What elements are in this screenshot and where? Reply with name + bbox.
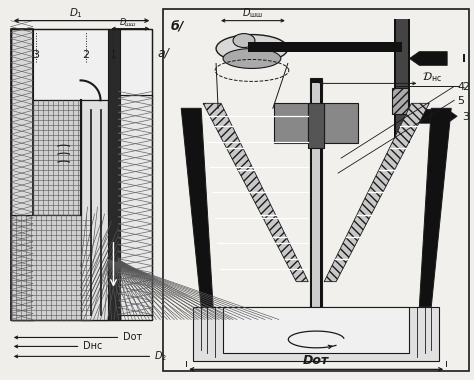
- Bar: [193, 307, 439, 361]
- Ellipse shape: [216, 35, 288, 62]
- Text: б/: б/: [170, 21, 183, 33]
- Bar: [310, 78, 322, 312]
- Bar: [33, 100, 81, 215]
- Ellipse shape: [223, 49, 281, 68]
- Bar: [223, 307, 410, 353]
- Text: $D_1$: $D_1$: [69, 6, 82, 21]
- Bar: [312, 83, 320, 307]
- Text: $D_{\rm шш}$: $D_{\rm шш}$: [242, 6, 264, 21]
- Bar: [392, 89, 409, 114]
- Bar: [11, 28, 33, 320]
- FancyArrow shape: [419, 109, 457, 123]
- Polygon shape: [324, 103, 429, 282]
- Bar: [33, 28, 152, 100]
- Text: 2: 2: [82, 51, 89, 60]
- Polygon shape: [419, 108, 451, 307]
- Bar: [11, 28, 33, 320]
- Text: $D_2$: $D_2$: [155, 349, 167, 363]
- Text: a/: a/: [157, 46, 169, 60]
- Bar: [11, 215, 91, 320]
- Text: 5: 5: [457, 96, 464, 106]
- Text: I: I: [462, 54, 466, 65]
- Bar: [109, 28, 120, 320]
- Bar: [274, 103, 308, 143]
- Bar: [118, 95, 152, 315]
- Polygon shape: [203, 103, 308, 282]
- Bar: [308, 103, 324, 148]
- Text: $\mathcal{D}_{\rm нс}$: $\mathcal{D}_{\rm нс}$: [422, 70, 442, 84]
- Bar: [118, 95, 152, 315]
- FancyArrow shape: [410, 52, 447, 65]
- Bar: [81, 100, 109, 320]
- Bar: [33, 100, 81, 215]
- Bar: [394, 19, 410, 143]
- Bar: [81, 100, 109, 320]
- Text: Dот: Dот: [123, 332, 143, 342]
- Text: Dот: Dот: [303, 355, 329, 367]
- Ellipse shape: [233, 33, 255, 48]
- Text: $D_{\!шш}$: $D_{\!шш}$: [119, 17, 137, 29]
- Text: 2: 2: [462, 82, 469, 92]
- Polygon shape: [181, 108, 213, 307]
- Text: 4: 4: [457, 82, 465, 92]
- Bar: [248, 41, 402, 52]
- Bar: [324, 103, 358, 143]
- Bar: [396, 19, 409, 143]
- Text: 3: 3: [462, 112, 469, 122]
- Bar: [163, 9, 469, 371]
- Text: 1: 1: [110, 51, 117, 60]
- Text: Dнс: Dнс: [82, 341, 102, 352]
- Bar: [11, 28, 152, 320]
- Bar: [91, 215, 118, 320]
- Text: 3: 3: [32, 51, 39, 60]
- Bar: [11, 215, 91, 320]
